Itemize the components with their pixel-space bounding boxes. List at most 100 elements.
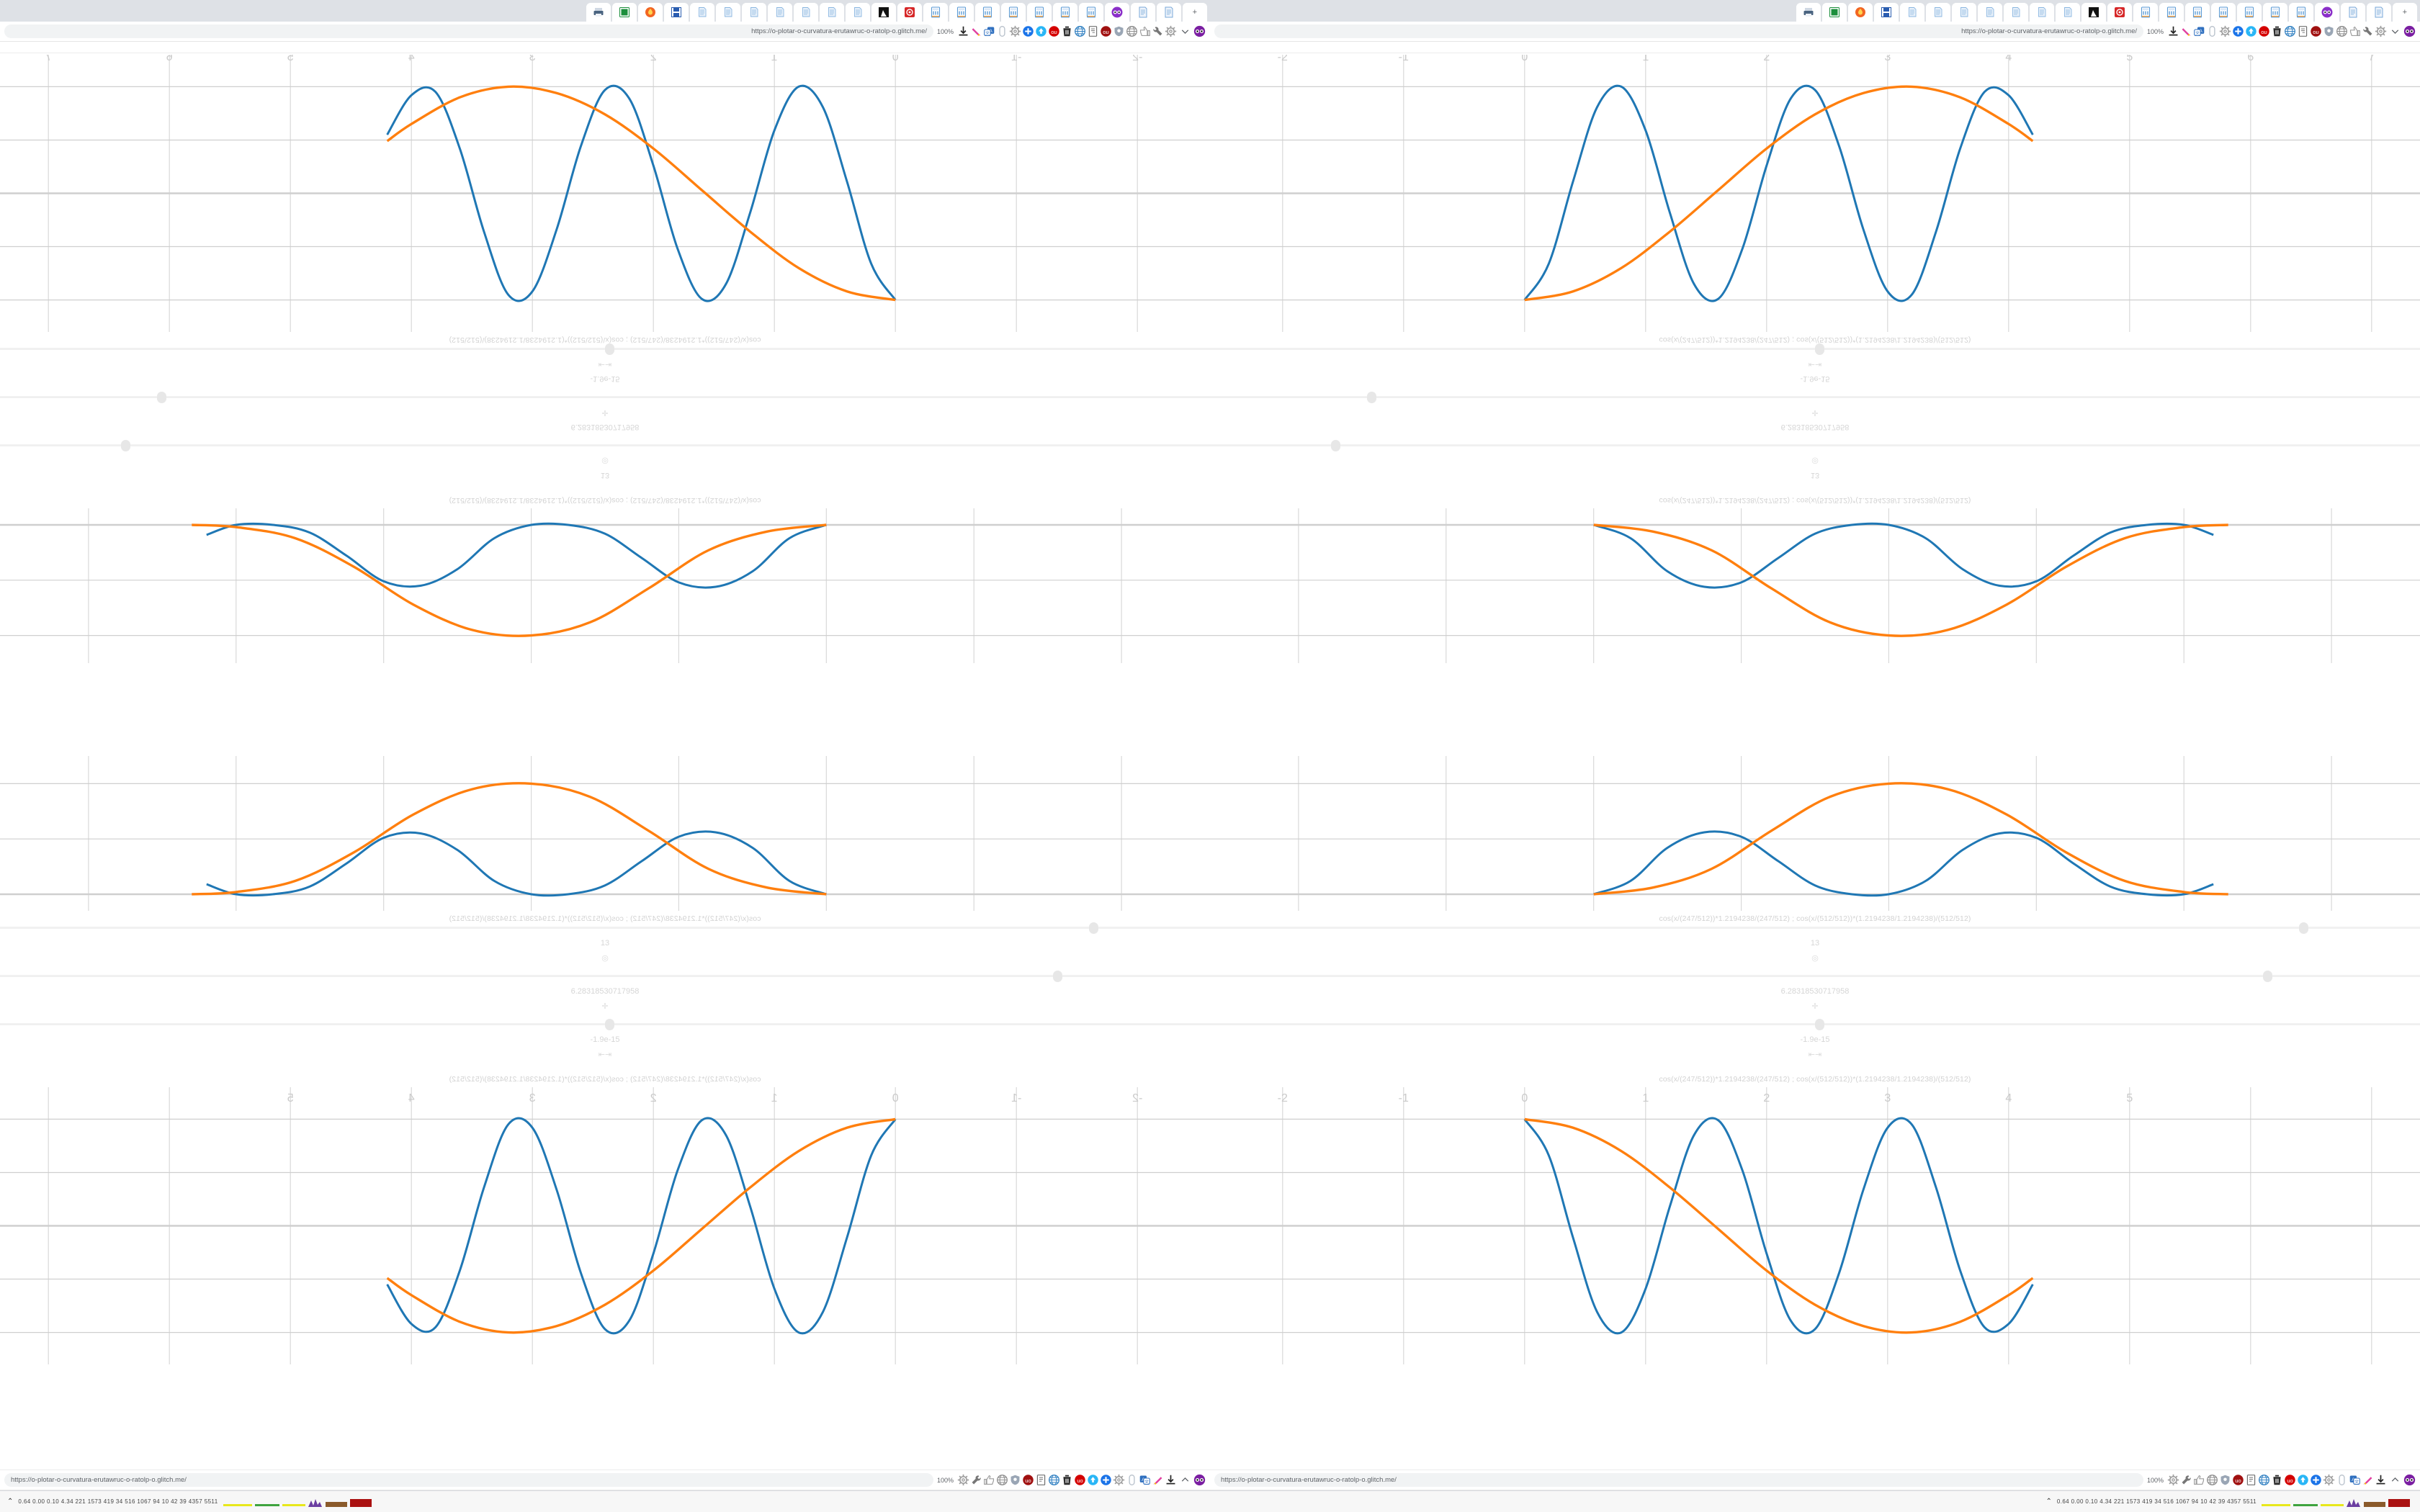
slider-track[interactable] — [1210, 397, 2420, 398]
translate-icon[interactable]: A文 — [1139, 1474, 1151, 1486]
reader-icon[interactable] — [2297, 25, 2309, 37]
adblock-plus-icon[interactable]: uo — [2258, 25, 2270, 37]
tab-item[interactable] — [1157, 3, 1181, 22]
control-row-harmonic-count[interactable]: ◎ 13 — [1210, 440, 2420, 492]
control-panel[interactable]: 13 ◎ 6.28318530717958 ✛ -1.9e-15 ⇤⇥ — [0, 922, 1210, 1071]
status-bar[interactable]: ⌃ 0.64 0.00 0.10 4.34 221 1573 419 34 51… — [1210, 1490, 2420, 1512]
shield-icon[interactable] — [2219, 1474, 2231, 1486]
control-row-harmonic-count[interactable]: 13 ◎ — [1210, 922, 2420, 975]
status-bar[interactable]: ⌃ 0.64 0.00 0.10 4.34 221 1573 419 34 51… — [0, 1490, 1210, 1512]
control-row-period[interactable]: ✛ 6.28318530717958 — [1210, 392, 2420, 444]
navigation-toolbar[interactable]: https://o-plotar-o-curvatura-erutawruc-o… — [0, 1470, 1210, 1490]
ublock-origin-icon[interactable]: uo — [1022, 1474, 1034, 1486]
upper-plot-panel[interactable]: -2 -1 0 1 2 3 4 5 6 7 — [0, 55, 1210, 332]
bookmarks-bar[interactable] — [0, 42, 1210, 53]
tab-item[interactable] — [2315, 3, 2339, 22]
tab-item[interactable] — [1822, 3, 1847, 22]
control-row-phase-offset[interactable]: ⇤⇥ -1.9e-15 — [1210, 343, 2420, 396]
address-bar[interactable]: https://o-plotar-o-curvatura-erutawruc-o… — [4, 1473, 933, 1487]
reader-icon[interactable] — [2245, 1474, 2257, 1486]
adblock-plus-icon[interactable]: uo — [2284, 1474, 2296, 1486]
thumbs-up-icon[interactable] — [2349, 25, 2361, 37]
tab-item[interactable] — [1874, 3, 1899, 22]
slider-knob[interactable] — [605, 1019, 614, 1030]
slider-track[interactable] — [0, 397, 1210, 398]
tab-item[interactable] — [1796, 3, 1821, 22]
wrench-icon[interactable] — [1152, 25, 1164, 37]
tab-item[interactable] — [716, 3, 740, 22]
adblock-plus-icon[interactable]: uo — [1048, 25, 1060, 37]
network-share-icon[interactable] — [1074, 25, 1086, 37]
download-arrow-icon[interactable] — [2375, 1474, 2387, 1486]
control-row-period[interactable]: ✛ 6.28318530717958 — [0, 392, 1210, 444]
translate-icon[interactable]: A文 — [983, 25, 995, 37]
move-cross-icon[interactable]: ✛ — [1811, 1002, 1819, 1011]
profile-avatar-icon[interactable] — [1193, 1474, 1206, 1486]
navigation-toolbar[interactable]: https://o-plotar-o-curvatura-erutawruc-o… — [1210, 1470, 2420, 1490]
thumbs-up-icon[interactable] — [1139, 25, 1151, 37]
adblock-plus-icon[interactable]: uo — [1074, 1474, 1086, 1486]
tab-item[interactable] — [2159, 3, 2184, 22]
tab-item[interactable] — [2107, 3, 2132, 22]
settings-gear-icon[interactable] — [1009, 25, 1021, 37]
chevron-down-icon[interactable] — [1179, 25, 1191, 37]
chevron-up-icon[interactable] — [1179, 1474, 1191, 1486]
settings-gear-icon[interactable] — [2323, 1474, 2335, 1486]
control-panel[interactable]: 13 ◎ 6.28318530717958 ✛ -1.9e-15 ⇤⇥ — [1210, 922, 2420, 1071]
tab-item[interactable] — [2004, 3, 2028, 22]
slider-knob[interactable] — [1331, 440, 1340, 451]
horizontal-resize-icon[interactable]: ⇤⇥ — [1808, 1050, 1822, 1059]
tab-item[interactable] — [1001, 3, 1026, 22]
move-cross-icon[interactable]: ✛ — [601, 408, 609, 417]
slider-knob[interactable] — [1367, 392, 1377, 403]
download-arrow-icon[interactable] — [957, 25, 969, 37]
gear-icon[interactable] — [1165, 25, 1177, 37]
network-share-icon[interactable] — [1048, 1474, 1060, 1486]
cloud-upload-icon[interactable] — [1087, 1474, 1099, 1486]
add-circle-icon[interactable] — [2310, 1474, 2322, 1486]
globe-grid-icon[interactable] — [1126, 25, 1138, 37]
tab-item[interactable] — [586, 3, 611, 22]
profile-avatar-icon[interactable] — [1193, 25, 1206, 37]
download-arrow-icon[interactable] — [2167, 25, 2179, 37]
new-tab-button[interactable]: + — [2393, 3, 2417, 22]
add-circle-icon[interactable] — [2232, 25, 2244, 37]
control-row-phase-offset[interactable]: -1.9e-15 ⇤⇥ — [0, 1019, 1210, 1071]
globe-grid-icon[interactable] — [2336, 25, 2348, 37]
tab-item[interactable] — [1848, 3, 1873, 22]
tab-item[interactable] — [1926, 3, 1950, 22]
rainbow-pen-icon[interactable] — [2180, 25, 2192, 37]
upper-plot-panel[interactable]: -2 -1 0 1 2 3 4 5 6 7 — [1210, 55, 2420, 332]
tab-item[interactable] — [975, 3, 1000, 22]
tab-item[interactable] — [2263, 3, 2287, 22]
wrench-icon[interactable] — [2180, 1474, 2192, 1486]
thumbs-up-icon[interactable] — [2193, 1474, 2205, 1486]
slider-knob[interactable] — [1815, 343, 1824, 355]
tab-item[interactable] — [664, 3, 689, 22]
double-chevron-up-icon[interactable]: ⌃ — [7, 1498, 14, 1506]
address-bar[interactable]: https://o-plotar-o-curvatura-erutawruc-o… — [1214, 24, 2143, 38]
slider-knob[interactable] — [2299, 922, 2308, 934]
tab-item[interactable] — [2030, 3, 2054, 22]
tab-item[interactable] — [949, 3, 974, 22]
shield-icon[interactable] — [1009, 1474, 1021, 1486]
bookmarks-bar[interactable] — [1210, 1459, 2420, 1470]
target-icon[interactable]: ◎ — [1811, 456, 1819, 465]
target-icon[interactable]: ◎ — [601, 456, 609, 465]
tab-strip[interactable]: + — [1210, 0, 2420, 22]
upper-plot-panel[interactable]: -2 -1 0 1 2 3 4 5 — [0, 1087, 1210, 1364]
settings-gear-icon[interactable] — [1113, 1474, 1125, 1486]
network-share-icon[interactable] — [2284, 25, 2296, 37]
move-cross-icon[interactable]: ✛ — [1811, 408, 1819, 417]
chevron-up-icon[interactable] — [2389, 1474, 2401, 1486]
control-row-harmonic-count[interactable]: 13 ◎ — [0, 922, 1210, 975]
tab-item[interactable] — [1027, 3, 1052, 22]
ublock-origin-icon[interactable]: uo — [1100, 25, 1112, 37]
tab-item[interactable] — [768, 3, 792, 22]
rainbow-pen-icon[interactable] — [2362, 1474, 2374, 1486]
lower-plot-panel[interactable] — [0, 756, 1210, 911]
pill-icon[interactable] — [996, 25, 1008, 37]
tab-item[interactable] — [1053, 3, 1077, 22]
control-panel[interactable]: ⇤⇥ -1.9e-15 ✛ 6.28318530717958 ◎ 13 — [1210, 343, 2420, 492]
slider-track[interactable] — [1210, 976, 2420, 977]
